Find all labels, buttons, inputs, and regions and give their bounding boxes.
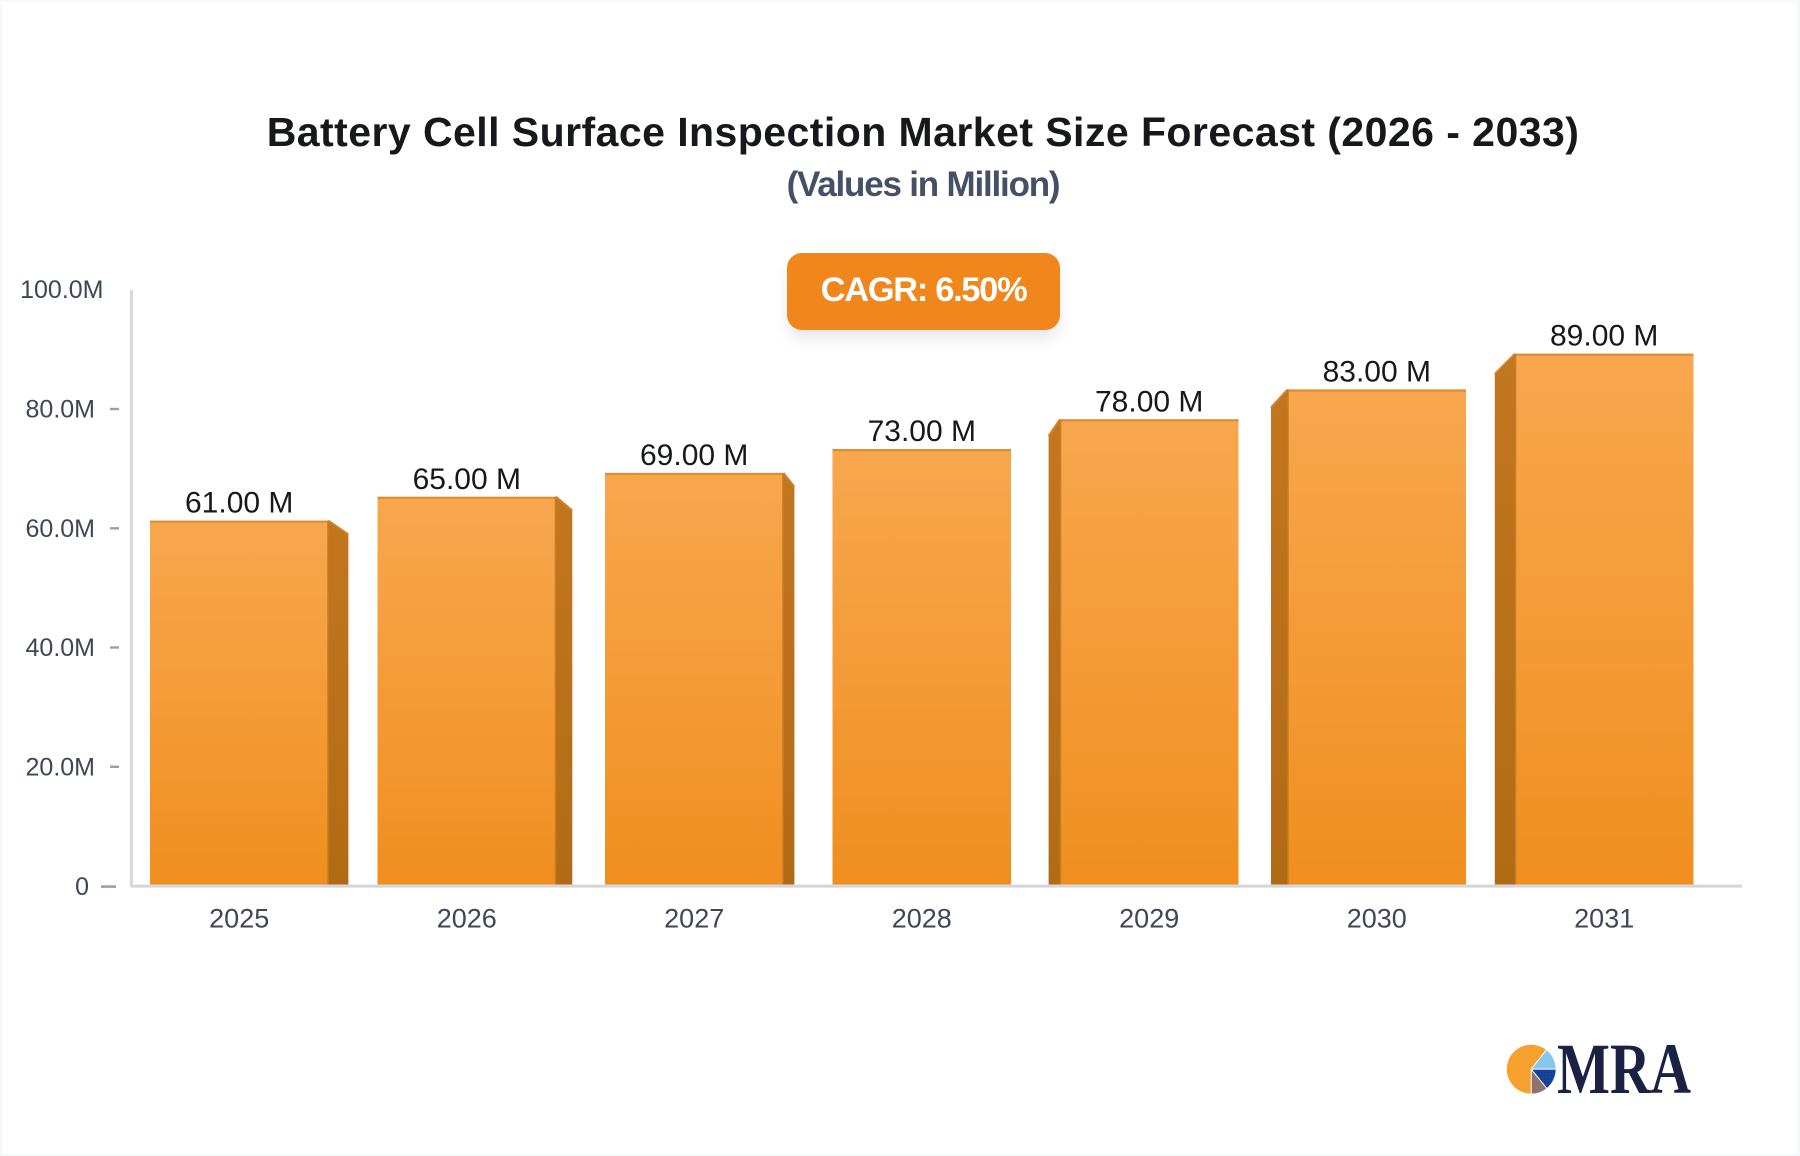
svg-text:61.00 M: 61.00 M: [185, 487, 293, 520]
svg-text:80.0M: 80.0M: [26, 396, 95, 424]
svg-text:65.00 M: 65.00 M: [413, 463, 521, 496]
svg-text:89.00 M: 89.00 M: [1550, 320, 1658, 353]
svg-text:78.00 M: 78.00 M: [1095, 385, 1203, 418]
svg-text:60.0M: 60.0M: [26, 515, 95, 543]
svg-text:69.00 M: 69.00 M: [640, 439, 748, 472]
svg-text:2029: 2029: [1119, 903, 1179, 933]
svg-text:40.0M: 40.0M: [26, 634, 95, 662]
svg-text:2031: 2031: [1574, 903, 1634, 933]
svg-text:73.00 M: 73.00 M: [868, 415, 976, 448]
svg-text:100.0M: 100.0M: [20, 276, 103, 304]
svg-text:2027: 2027: [664, 903, 724, 933]
svg-text:2028: 2028: [892, 903, 952, 933]
svg-text:20.0M: 20.0M: [26, 754, 95, 782]
svg-text:0: 0: [75, 873, 89, 901]
svg-text:MRA: MRA: [1557, 1029, 1691, 1109]
svg-text:83.00 M: 83.00 M: [1323, 356, 1431, 389]
svg-text:2025: 2025: [209, 903, 269, 933]
svg-text:2026: 2026: [437, 903, 497, 933]
svg-text:2030: 2030: [1347, 903, 1407, 933]
